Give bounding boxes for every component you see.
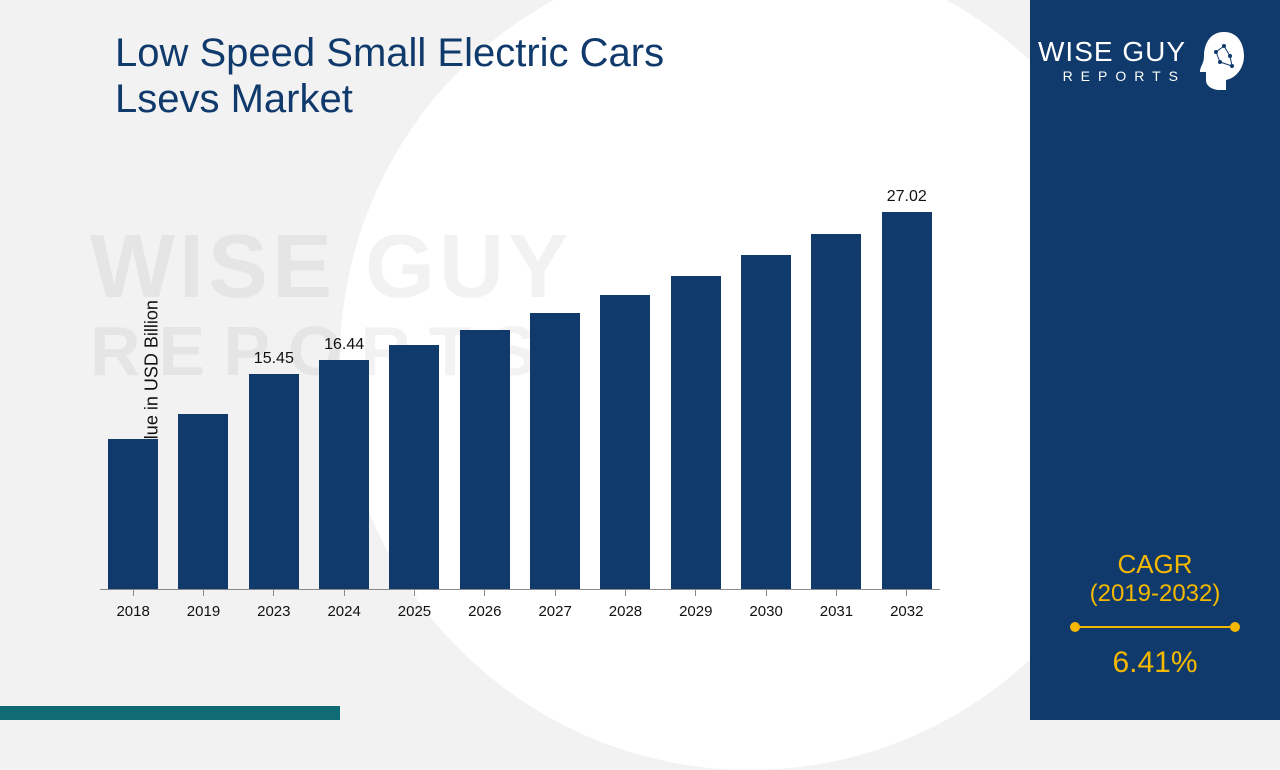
x-axis-category: 2030 <box>741 603 791 620</box>
bar-column <box>108 415 158 590</box>
x-axis-tick <box>460 590 510 596</box>
x-axis-tick <box>671 590 721 596</box>
x-axis-category: 2023 <box>249 603 299 620</box>
bars-container: 15.45 16.44 27.02 <box>100 170 940 590</box>
bar <box>600 295 650 590</box>
plot-area: 15.45 16.44 27.02 <box>100 170 940 590</box>
x-axis-ticks <box>100 590 940 596</box>
logo-text: WISE GUY REPORTS <box>1038 36 1186 84</box>
cagr-value: 6.41% <box>1030 646 1280 680</box>
head-icon <box>1196 28 1252 92</box>
cagr-block: CAGR (2019-2032) 6.41% <box>1030 549 1280 680</box>
x-axis-category: 2027 <box>530 603 580 620</box>
bar-column <box>741 231 791 590</box>
x-axis-category: 2031 <box>811 603 861 620</box>
x-axis-category: 2019 <box>178 603 228 620</box>
page-root: Low Speed Small Electric Cars Lsevs Mark… <box>0 0 1280 720</box>
x-axis-tick <box>319 590 369 596</box>
cagr-period: (2019-2032) <box>1030 580 1280 608</box>
x-axis-category: 2028 <box>600 603 650 620</box>
bar-column <box>178 390 228 590</box>
cagr-separator <box>1075 626 1235 628</box>
bar-column: 16.44 <box>319 336 369 590</box>
bar-column <box>389 321 439 590</box>
x-axis-tick <box>249 590 299 596</box>
bar-value-label: 27.02 <box>887 188 927 208</box>
footer-accent-bar <box>0 706 340 720</box>
bar <box>108 439 158 590</box>
bar <box>741 255 791 590</box>
bar-value-label: 16.44 <box>324 336 364 356</box>
x-axis-category: 2032 <box>882 603 932 620</box>
x-axis-tick <box>882 590 932 596</box>
bar-column <box>600 271 650 590</box>
x-axis-tick <box>530 590 580 596</box>
bar <box>389 345 439 590</box>
bar-value-label: 15.45 <box>254 350 294 370</box>
x-axis-category: 2018 <box>108 603 158 620</box>
x-axis-category: 2025 <box>389 603 439 620</box>
bar <box>249 374 299 590</box>
x-axis-category: 2029 <box>671 603 721 620</box>
bar-column <box>530 289 580 590</box>
bar <box>530 313 580 590</box>
x-axis-tick <box>600 590 650 596</box>
bar <box>811 234 861 590</box>
bar <box>319 360 369 590</box>
x-axis-labels: 2018 2019 2023 2024 2025 2026 2027 2028 2029 2030… <box>100 603 940 620</box>
logo-line1: WISE GUY <box>1038 36 1186 68</box>
logo-line2: REPORTS <box>1038 68 1186 84</box>
x-axis-tick <box>389 590 439 596</box>
main-panel: Low Speed Small Electric Cars Lsevs Mark… <box>0 0 1030 720</box>
x-axis-tick <box>741 590 791 596</box>
x-axis-category: 2024 <box>319 603 369 620</box>
bar <box>460 330 510 590</box>
x-axis-tick <box>108 590 158 596</box>
bar <box>671 276 721 590</box>
bar-column: 15.45 <box>249 350 299 590</box>
bar-column <box>460 306 510 590</box>
bar <box>178 414 228 590</box>
x-axis-tick <box>178 590 228 596</box>
cagr-label: CAGR <box>1030 549 1280 580</box>
chart-title: Low Speed Small Electric Cars Lsevs Mark… <box>115 30 730 122</box>
bar <box>882 212 932 590</box>
x-axis-tick <box>811 590 861 596</box>
logo: WISE GUY REPORTS <box>1038 28 1252 92</box>
x-axis-category: 2026 <box>460 603 510 620</box>
sidebar: WISE GUY REPORTS <box>1030 0 1280 720</box>
chart: Market Value in USD Billion 15.4516.4427… <box>60 170 940 650</box>
bar-column <box>671 252 721 590</box>
bar-column <box>811 210 861 590</box>
bar-column: 27.02 <box>882 188 932 590</box>
